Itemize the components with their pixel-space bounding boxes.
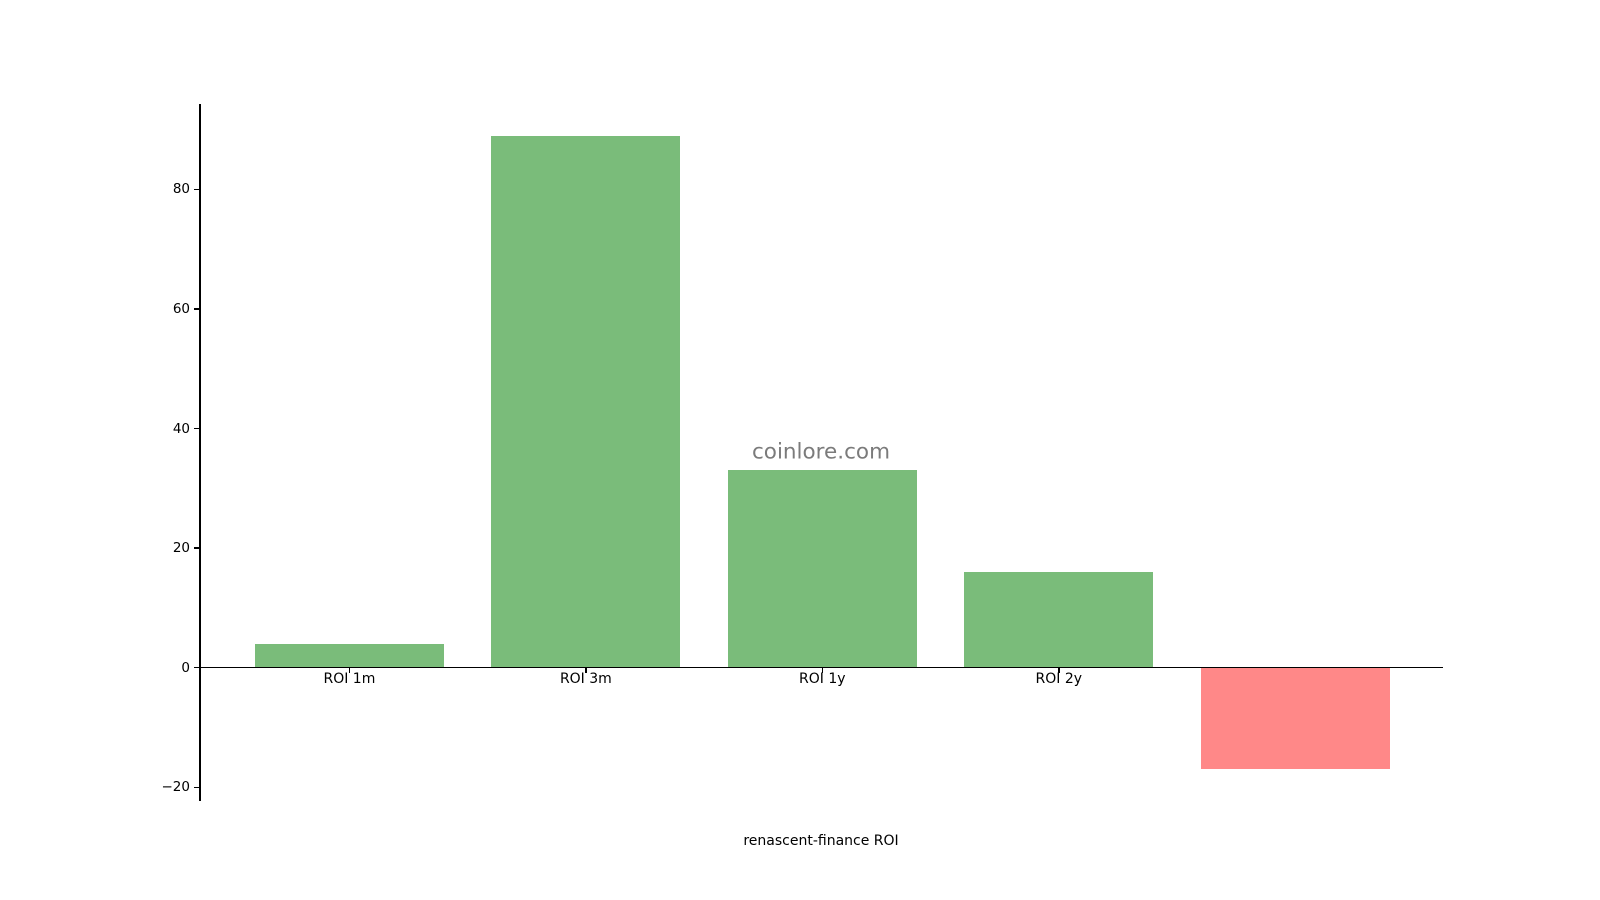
- x-tick-mark: [1058, 667, 1060, 674]
- x-tick-label: ROI 3m: [559, 670, 612, 687]
- x-axis-zero-line: [199, 666, 1443, 669]
- x-tick-label: ROI 1y: [799, 670, 846, 687]
- bar-unlabeled: [1200, 667, 1390, 770]
- y-tick-label: −20: [161, 779, 191, 796]
- bar-roi-1m: [254, 643, 444, 668]
- y-tick-mark: [194, 666, 200, 669]
- chart-title: renascent-finance ROI: [743, 833, 899, 849]
- y-tick-label: 80: [172, 181, 190, 198]
- y-tick-label: 60: [172, 301, 190, 318]
- x-tick-label: ROI 2y: [1035, 670, 1083, 687]
- bar-roi-3m: [491, 135, 681, 668]
- y-tick-mark: [194, 427, 200, 430]
- y-tick-mark: [194, 547, 200, 549]
- bar-roi-2y: [964, 572, 1154, 668]
- watermark-text: coinlore.com: [751, 439, 891, 465]
- y-tick-mark: [194, 786, 200, 788]
- y-tick-label: 40: [172, 420, 190, 437]
- x-tick-label: ROI 1m: [323, 670, 376, 687]
- y-tick-label: 0: [181, 659, 190, 676]
- y-tick-label: 20: [172, 540, 190, 557]
- y-tick-mark: [194, 188, 200, 191]
- y-axis-line: [199, 104, 201, 801]
- x-tick-mark: [585, 667, 587, 674]
- x-tick-mark: [348, 667, 351, 674]
- bar-roi-1y: [727, 470, 917, 668]
- y-tick-mark: [194, 308, 200, 310]
- x-tick-mark: [821, 667, 824, 674]
